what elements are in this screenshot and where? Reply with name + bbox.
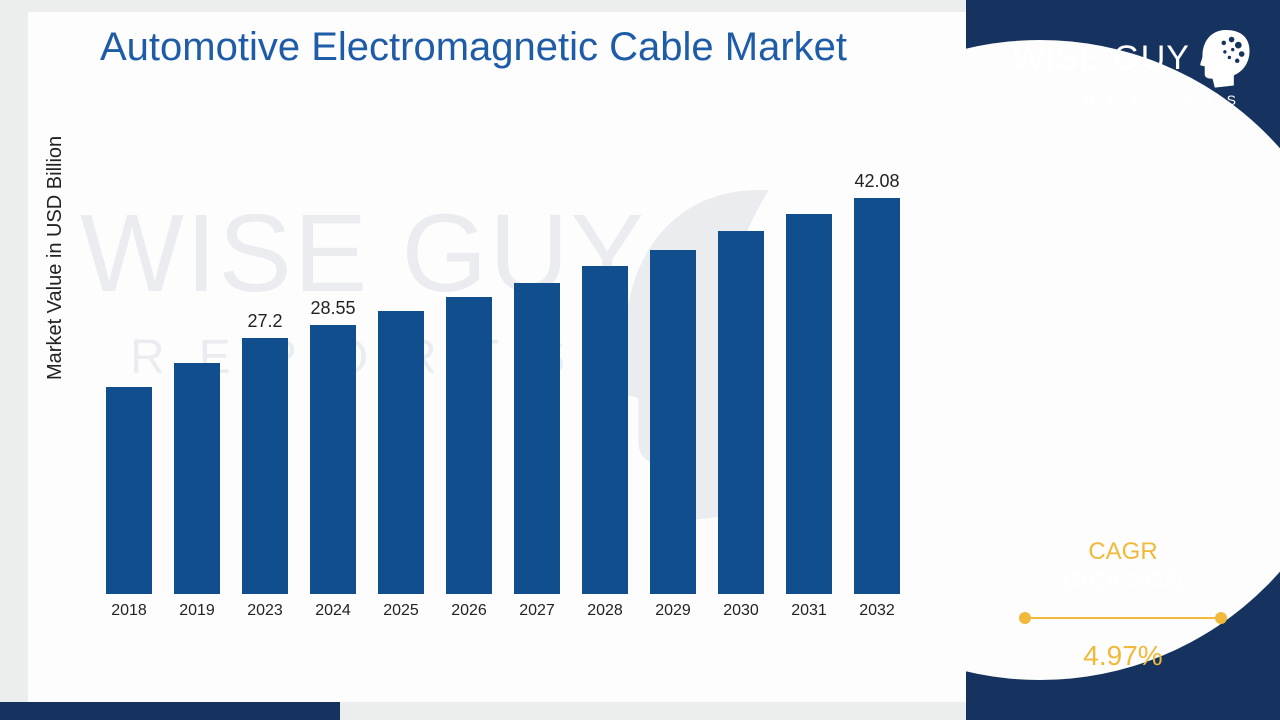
x-tick-label: 2023 <box>230 602 300 620</box>
x-tick-label: 2018 <box>94 602 164 620</box>
x-tick-label: 2027 <box>502 602 572 620</box>
bar <box>242 338 288 594</box>
bar <box>718 231 764 594</box>
bar <box>446 297 492 594</box>
stage: WISE GUY REPORTS Automotive Electromagne… <box>0 0 1280 720</box>
bar <box>106 387 152 594</box>
x-tick-label: 2028 <box>570 602 640 620</box>
brand-logo: WISE GUY REPORTS <box>1012 26 1254 108</box>
bar <box>310 325 356 594</box>
bottom-strip <box>0 702 340 720</box>
logo-head-icon <box>1198 26 1254 90</box>
side-panel: WISE GUY REPORTS CAGR (2019-2032) <box>966 0 1280 720</box>
logo-text: WISE GUY <box>1012 39 1190 78</box>
x-tick-label: 2025 <box>366 602 436 620</box>
bar <box>514 283 560 594</box>
x-tick-label: 2032 <box>842 602 912 620</box>
y-axis-label: Market Value in USD Billion <box>44 136 67 380</box>
bar <box>854 198 900 594</box>
x-tick-label: 2029 <box>638 602 708 620</box>
x-tick-label: 2024 <box>298 602 368 620</box>
cagr-value: 4.97% <box>966 640 1280 672</box>
cagr-label: CAGR <box>966 538 1280 566</box>
cagr-years: (2019-2032) <box>966 568 1280 594</box>
bar-value-label: 28.55 <box>293 298 373 319</box>
bar-value-label: 42.08 <box>837 171 917 192</box>
x-tick-label: 2026 <box>434 602 504 620</box>
bar <box>174 363 220 594</box>
bar <box>582 266 628 594</box>
cagr-block: CAGR (2019-2032) 4.97% <box>966 538 1280 672</box>
x-tick-label: 2030 <box>706 602 776 620</box>
bar <box>786 214 832 594</box>
x-tick-label: 2031 <box>774 602 844 620</box>
bar-chart: 20182019202327.2202428.55202520262027202… <box>92 170 926 594</box>
bar <box>378 311 424 594</box>
cagr-divider <box>1023 612 1223 624</box>
chart-title: Automotive Electromagnetic Cable Market <box>100 24 860 70</box>
bar <box>650 250 696 594</box>
logo-subtext: REPORTS <box>1012 92 1250 108</box>
x-tick-label: 2019 <box>162 602 232 620</box>
